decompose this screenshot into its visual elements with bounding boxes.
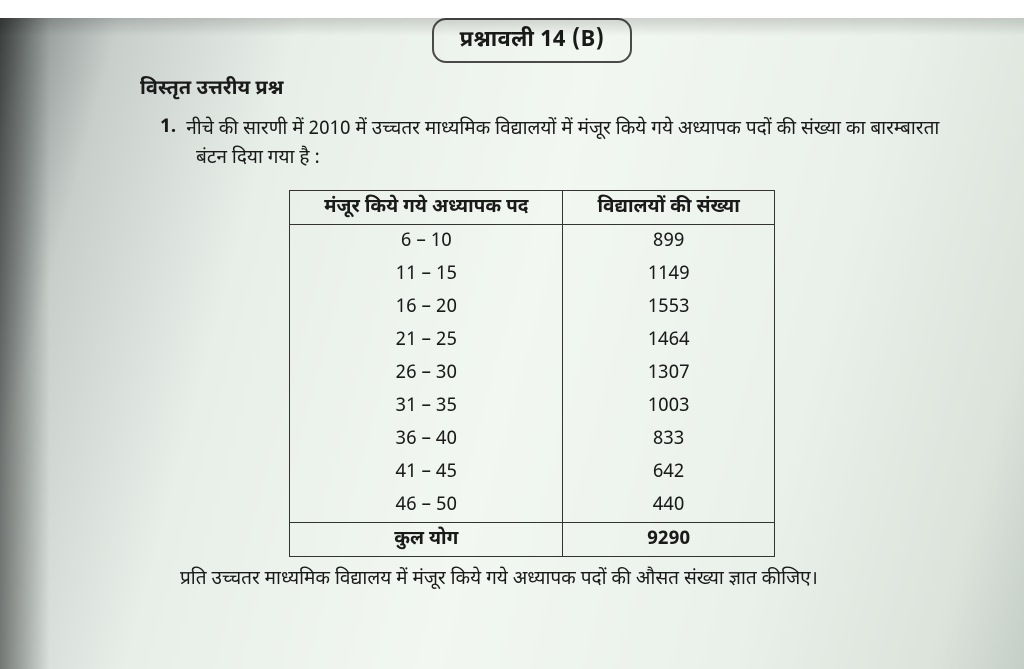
table-cell: 440 xyxy=(563,489,774,523)
page: प्रश्नावली 14 (B) विस्तृत उत्तरीय प्रश्न… xyxy=(0,18,1024,669)
question-row: 1. नीचे की सारणी में 2010 में उच्चतर माध… xyxy=(160,115,964,144)
section-subheading: विस्तृत उत्तरीय प्रश्न xyxy=(140,77,984,103)
exercise-title: प्रश्नावली 14 (B) xyxy=(432,18,633,63)
table-row: 41 – 45 642 xyxy=(290,456,775,489)
table-cell: 11 – 15 xyxy=(290,258,563,291)
frequency-table: मंजूर किये गये अध्यापक पद विद्यालयों की … xyxy=(289,190,775,557)
question-number: 1. xyxy=(160,115,176,144)
table-cell: 1464 xyxy=(563,324,774,357)
closing-instruction: प्रति उच्चतर माध्यमिक विद्यालय में मंजूर… xyxy=(180,565,964,594)
table-cell: 642 xyxy=(563,456,774,489)
table-cell: 6 – 10 xyxy=(290,224,563,258)
table-header-row: मंजूर किये गये अध्यापक पद विद्यालयों की … xyxy=(290,190,775,224)
table-row: 36 – 40 833 xyxy=(290,423,775,456)
question-line-2: बंटन दिया गया है : xyxy=(196,144,964,173)
table-col-1-header: विद्यालयों की संख्या xyxy=(563,190,774,224)
table-row: 31 – 35 1003 xyxy=(290,390,775,423)
table-cell: 26 – 30 xyxy=(290,357,563,390)
table-row: 21 – 25 1464 xyxy=(290,324,775,357)
table-row: 26 – 30 1307 xyxy=(290,357,775,390)
table-cell: 1553 xyxy=(563,291,774,324)
table-row: 11 – 15 1149 xyxy=(290,258,775,291)
table-cell: 36 – 40 xyxy=(290,423,563,456)
table-cell: 21 – 25 xyxy=(290,324,563,357)
table-cell: 16 – 20 xyxy=(290,291,563,324)
table-total-row: कुल योग 9290 xyxy=(290,522,775,556)
table-total-value: 9290 xyxy=(563,522,774,556)
table-cell: 833 xyxy=(563,423,774,456)
table-cell: 41 – 45 xyxy=(290,456,563,489)
table-cell: 1307 xyxy=(563,357,774,390)
table-col-0-header: मंजूर किये गये अध्यापक पद xyxy=(290,190,563,224)
table-cell: 31 – 35 xyxy=(290,390,563,423)
table-total-label: कुल योग xyxy=(290,522,563,556)
frequency-table-wrap: मंजूर किये गये अध्यापक पद विद्यालयों की … xyxy=(289,190,775,557)
table-cell: 46 – 50 xyxy=(290,489,563,523)
table-row: 46 – 50 440 xyxy=(290,489,775,523)
table-cell: 1003 xyxy=(563,390,774,423)
table-row: 16 – 20 1553 xyxy=(290,291,775,324)
table-cell: 1149 xyxy=(563,258,774,291)
question-line-1: नीचे की सारणी में 2010 में उच्चतर माध्यम… xyxy=(186,115,964,144)
table-cell: 899 xyxy=(563,224,774,258)
table-row: 6 – 10 899 xyxy=(290,224,775,258)
